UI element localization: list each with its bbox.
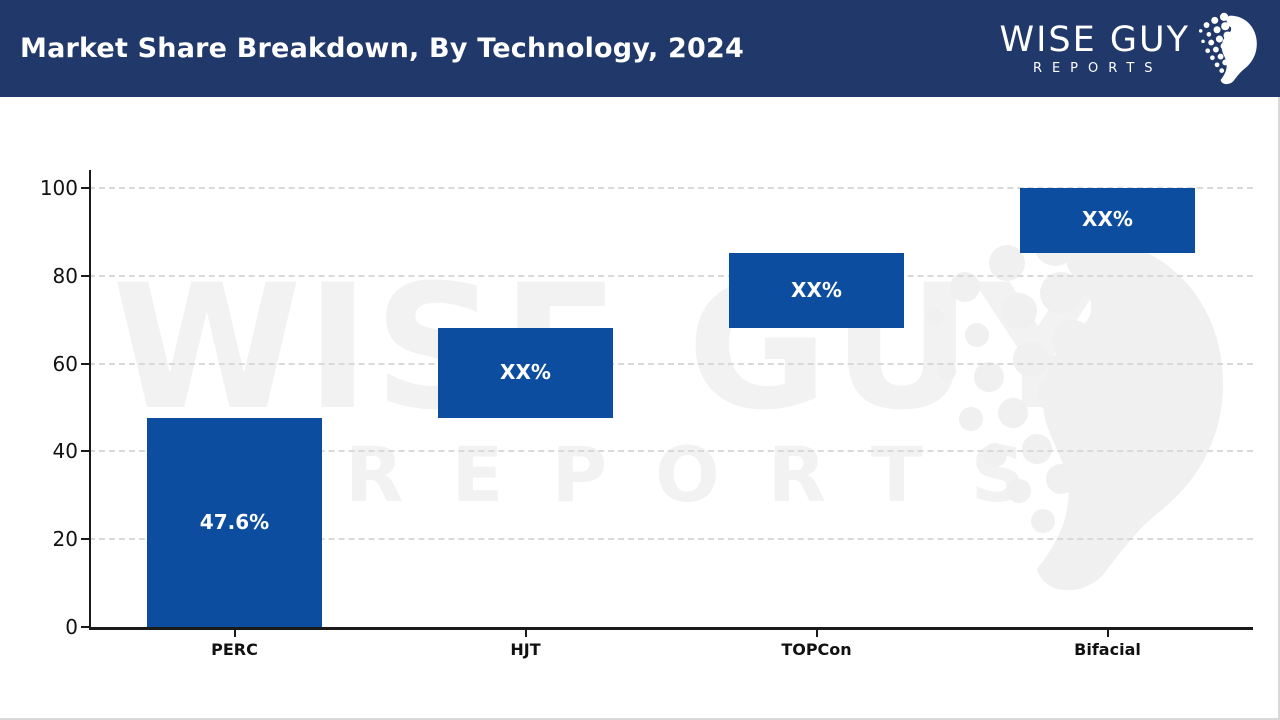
watermark-head-icon	[870, 215, 1270, 605]
y-tick-label-40: 40	[52, 439, 78, 464]
y-tick-60	[81, 362, 89, 365]
y-tick-40	[81, 450, 89, 453]
bar-label-PERC: 47.6%	[199, 509, 270, 534]
x-tick-label-PERC: PERC	[211, 640, 258, 659]
logo-wiseguy-label: WISE GUY	[999, 20, 1190, 60]
logo-reports-label: REPORTS	[1032, 61, 1163, 76]
gridline-40	[89, 450, 1253, 453]
x-tick-TOPCon	[815, 630, 818, 637]
x-axis-line	[89, 627, 1253, 630]
y-tick-0	[81, 626, 89, 628]
wiseguy-logo: WISE GUY REPORTS	[999, 11, 1262, 87]
gridline-80	[89, 274, 1253, 277]
x-tick-label-Bifacial: Bifacial	[1074, 640, 1141, 659]
watermark-reports-text: REPORTS	[345, 430, 1074, 519]
x-tick-label-TOPCon: TOPCon	[781, 640, 852, 659]
x-tick-HJT	[524, 630, 527, 637]
wiseguy-head-icon	[1192, 11, 1262, 87]
bar-label-Bifacial: XX%	[1082, 207, 1133, 232]
chart-title: Market Share Breakdown, By Technology, 2…	[20, 33, 745, 64]
gridline-20	[89, 538, 1253, 541]
bar-label-HJT: XX%	[500, 360, 551, 385]
y-tick-label-100: 100	[39, 176, 78, 200]
bar-TOPCon	[729, 252, 904, 329]
y-tick-100	[81, 187, 89, 189]
y-tick-label-0: 0	[65, 615, 78, 639]
x-tick-PERC	[233, 630, 236, 637]
logo-text: WISE GUY REPORTS	[999, 21, 1190, 76]
y-tick-80	[81, 274, 89, 277]
x-tick-label-HJT: HJT	[510, 640, 541, 659]
bar-PERC	[147, 418, 322, 627]
y-tick-label-80: 80	[52, 263, 78, 288]
bar-HJT	[438, 328, 613, 419]
x-tick-Bifacial	[1106, 630, 1109, 637]
gridline-100	[89, 187, 1253, 189]
y-axis-line	[89, 170, 91, 629]
y-tick-label-60: 60	[52, 351, 78, 376]
y-tick-label-20: 20	[52, 527, 78, 552]
y-tick-20	[81, 538, 89, 541]
header-bar: Market Share Breakdown, By Technology, 2…	[0, 0, 1280, 97]
bar-label-TOPCon: XX%	[791, 277, 842, 302]
gridline-60	[89, 362, 1253, 365]
